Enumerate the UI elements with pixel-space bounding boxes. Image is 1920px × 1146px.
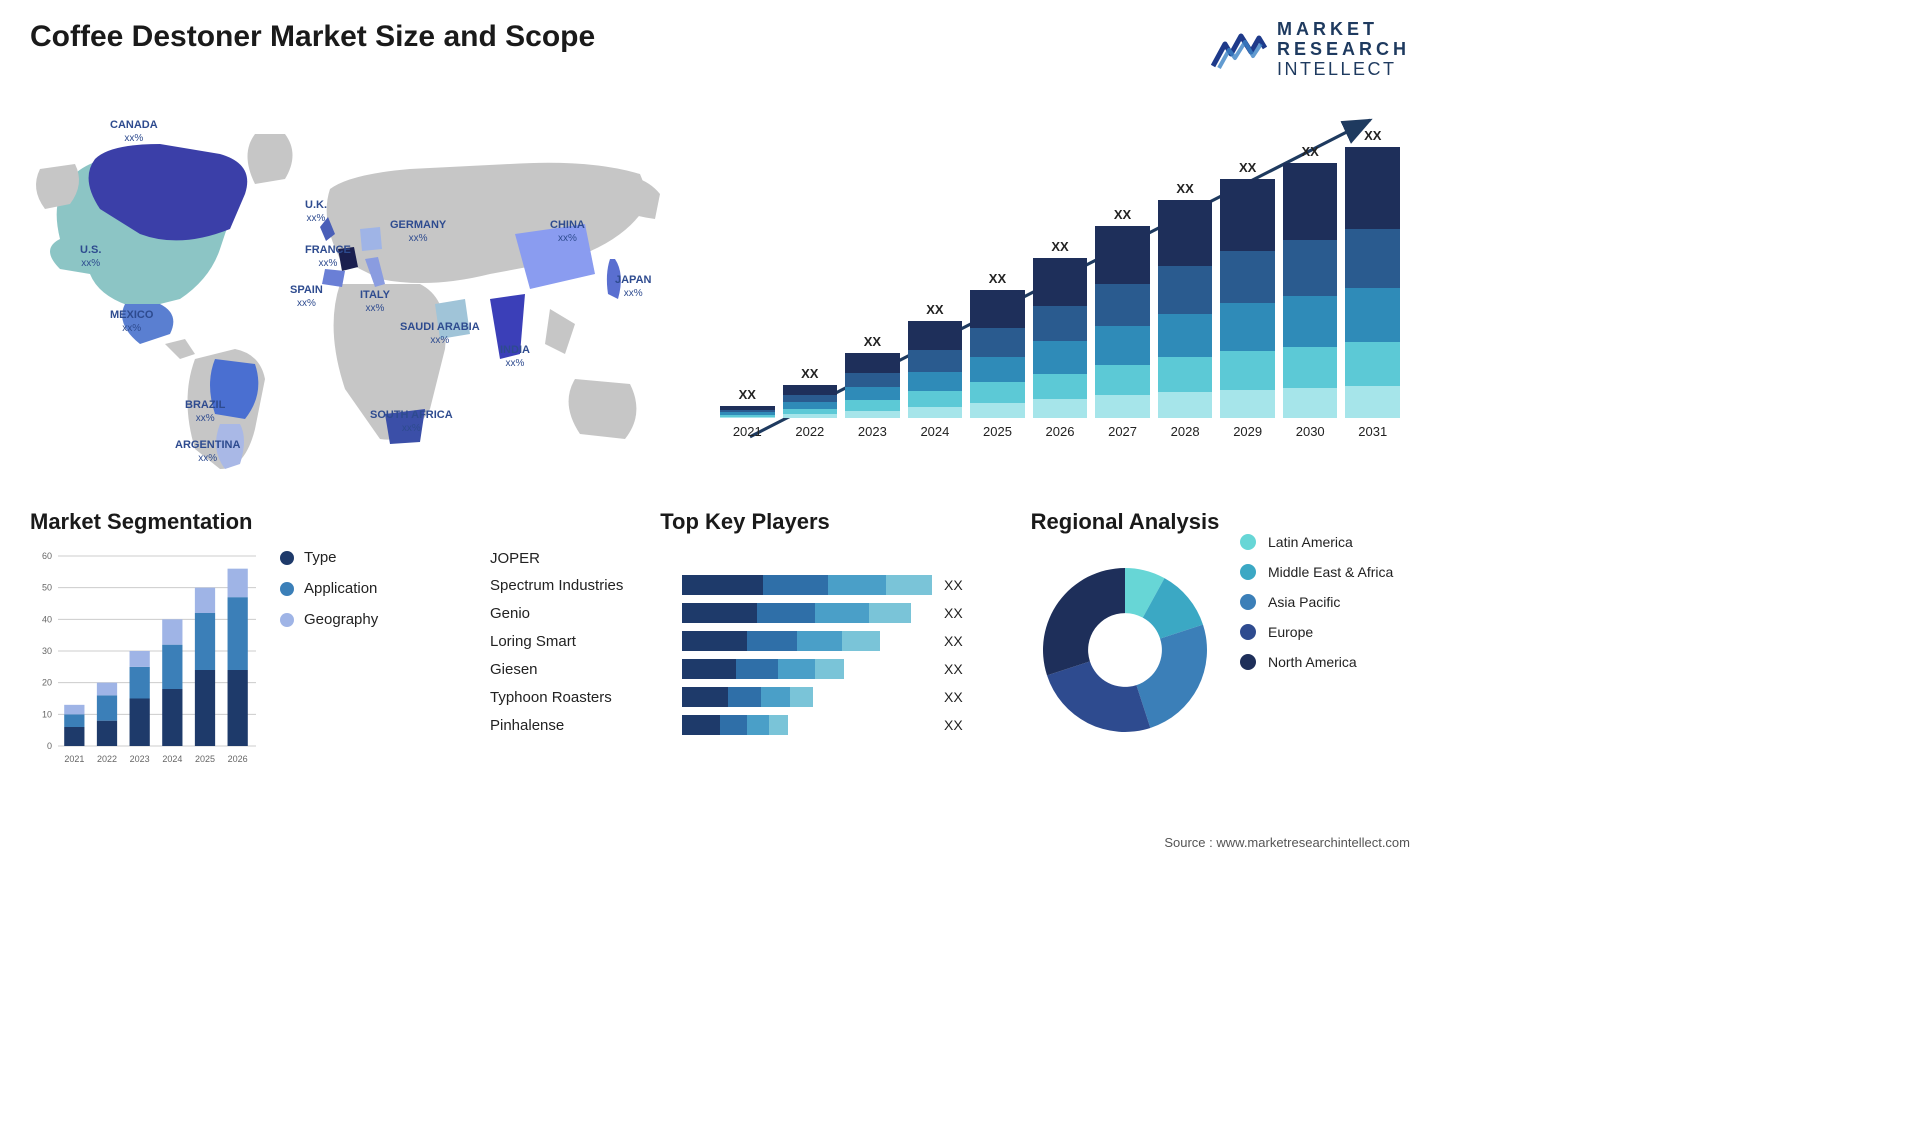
players-title: Top Key Players bbox=[490, 509, 1000, 535]
map-country-label: INDIAxx% bbox=[500, 344, 530, 369]
legend-item: North America bbox=[1240, 654, 1410, 670]
svg-text:2023: 2023 bbox=[130, 754, 150, 764]
logo-text: MARKET RESEARCH INTELLECT bbox=[1277, 20, 1410, 79]
map-country-label: JAPANxx% bbox=[615, 274, 651, 299]
svg-text:10: 10 bbox=[42, 710, 52, 720]
map-country-label: GERMANYxx% bbox=[390, 219, 446, 244]
map-country-label: U.S.xx% bbox=[80, 244, 101, 269]
regional-panel: Regional Analysis Latin America Middle Ea… bbox=[1030, 509, 1410, 789]
growth-bar: XX2026 bbox=[1033, 239, 1088, 439]
player-row: Loring SmartXX bbox=[490, 631, 1000, 651]
growth-bar: XX2025 bbox=[970, 271, 1025, 440]
svg-text:60: 60 bbox=[42, 551, 52, 561]
segmentation-panel: Market Segmentation 0 10 20 30 40 50 60 2021 202… bbox=[30, 509, 460, 789]
svg-text:40: 40 bbox=[42, 615, 52, 625]
map-country-label: CANADAxx% bbox=[110, 119, 158, 144]
map-country-label: FRANCExx% bbox=[305, 244, 351, 269]
svg-text:30: 30 bbox=[42, 646, 52, 656]
svg-text:2024: 2024 bbox=[162, 754, 182, 764]
map-country-label: SPAINxx% bbox=[290, 284, 323, 309]
regional-donut-chart bbox=[1030, 550, 1220, 745]
source-attribution: Source : www.marketresearchintellect.com bbox=[1164, 835, 1410, 850]
svg-text:2025: 2025 bbox=[195, 754, 215, 764]
segmentation-chart: 0 10 20 30 40 50 60 2021 2022 2023 2024 2025 2026 bbox=[30, 550, 260, 770]
growth-bar: XX2027 bbox=[1095, 207, 1150, 439]
regional-legend: Latin America Middle East & Africa Asia Pa… bbox=[1240, 509, 1410, 789]
legend-item: Application bbox=[280, 580, 460, 597]
segmentation-legend: Type Application Geography bbox=[280, 509, 460, 789]
svg-text:2022: 2022 bbox=[97, 754, 117, 764]
logo-mark-icon bbox=[1211, 28, 1267, 72]
map-country-label: ITALYxx% bbox=[360, 289, 390, 314]
map-country-label: BRAZILxx% bbox=[185, 399, 225, 424]
growth-bar: XX2023 bbox=[845, 334, 900, 439]
map-country-label: SAUDI ARABIAxx% bbox=[400, 321, 480, 346]
player-row: JOPER bbox=[490, 550, 1000, 567]
growth-bar: XX2031 bbox=[1345, 128, 1400, 439]
growth-bar: XX2022 bbox=[783, 366, 838, 440]
legend-item: Latin America bbox=[1240, 534, 1410, 550]
growth-bar: XX2021 bbox=[720, 387, 775, 440]
world-map: CANADAxx% U.S.xx% MEXICOxx% BRAZILxx% ARGENT… bbox=[30, 99, 670, 479]
svg-text:2021: 2021 bbox=[64, 754, 84, 764]
growth-bar-chart: XX2021XX2022XX2023XX2024XX2025XX2026XX20… bbox=[710, 99, 1410, 479]
growth-bar: XX2028 bbox=[1158, 181, 1213, 439]
legend-item: Type bbox=[280, 549, 460, 566]
player-row: GenioXX bbox=[490, 603, 1000, 623]
legend-item: Asia Pacific bbox=[1240, 594, 1410, 610]
page-title: Coffee Destoner Market Size and Scope bbox=[30, 20, 595, 54]
segmentation-title: Market Segmentation bbox=[30, 509, 260, 535]
map-country-label: CHINAxx% bbox=[550, 219, 585, 244]
legend-item: Europe bbox=[1240, 624, 1410, 640]
svg-text:20: 20 bbox=[42, 678, 52, 688]
map-country-label: U.K.xx% bbox=[305, 199, 327, 224]
brand-logo: MARKET RESEARCH INTELLECT bbox=[1211, 20, 1410, 79]
svg-text:2026: 2026 bbox=[228, 754, 248, 764]
player-row: Typhoon RoastersXX bbox=[490, 687, 1000, 707]
map-country-label: SOUTH AFRICAxx% bbox=[370, 409, 453, 434]
map-country-label: ARGENTINAxx% bbox=[175, 439, 240, 464]
player-row: Spectrum IndustriesXX bbox=[490, 575, 1000, 595]
player-row: PinhalenseXX bbox=[490, 715, 1000, 735]
svg-text:0: 0 bbox=[47, 741, 52, 751]
legend-item: Middle East & Africa bbox=[1240, 564, 1410, 580]
growth-bar: XX2024 bbox=[908, 302, 963, 439]
player-row: GiesenXX bbox=[490, 659, 1000, 679]
legend-item: Geography bbox=[280, 611, 460, 628]
svg-text:50: 50 bbox=[42, 583, 52, 593]
regional-title: Regional Analysis bbox=[1030, 509, 1220, 535]
key-players-panel: Top Key Players JOPER Spectrum Industries… bbox=[490, 509, 1000, 789]
growth-bar: XX2029 bbox=[1220, 160, 1275, 439]
map-country-label: MEXICOxx% bbox=[110, 309, 153, 334]
growth-bar: XX2030 bbox=[1283, 144, 1338, 439]
